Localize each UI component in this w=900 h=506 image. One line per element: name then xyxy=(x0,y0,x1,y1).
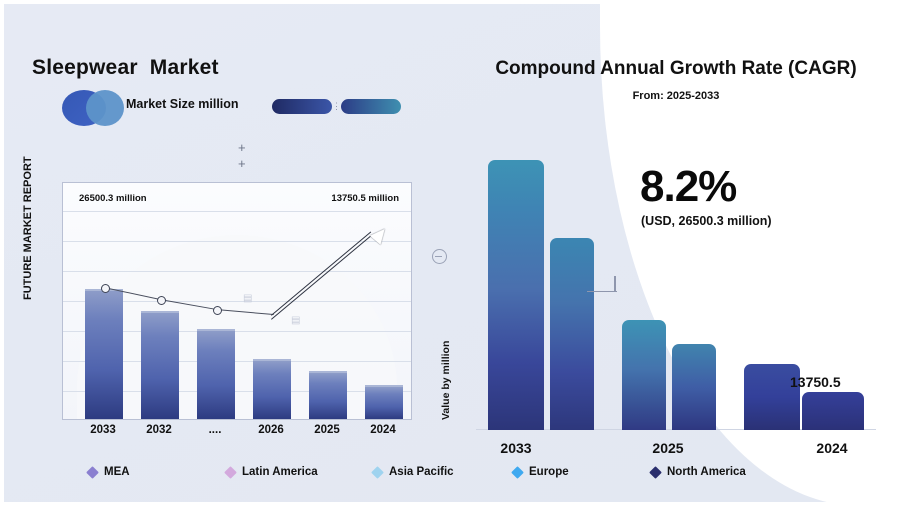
ghost-icon-1: ▤ xyxy=(243,293,253,304)
cagr-value: 8.2% xyxy=(640,162,737,211)
callout-value: 13750.5 xyxy=(790,374,841,390)
legend-label: Europe xyxy=(529,466,569,478)
plus-icon-2: + xyxy=(238,156,246,171)
pill-right xyxy=(341,99,401,115)
plus-icon-1: + xyxy=(238,140,246,155)
legend-marker-icon xyxy=(224,465,237,479)
xtick-2025: 2025 xyxy=(314,424,340,436)
legend-marker-icon xyxy=(511,465,524,479)
left-value-label: 26500.3 million xyxy=(79,193,147,204)
legend-item-north-america[interactable]: North America xyxy=(649,465,746,479)
pill-left xyxy=(272,99,332,115)
legend-label: Asia Pacific xyxy=(389,466,454,478)
market-size-label: Market Size million xyxy=(126,97,239,111)
page-title: Sleepwear Market xyxy=(32,56,219,79)
cagr-subtitle: From: 2025-2033 xyxy=(632,90,720,102)
legend-item-europe[interactable]: Europe xyxy=(511,465,569,479)
xtick-2024: 2024 xyxy=(370,424,396,436)
legend: MEA Latin America Asia Pacific Europe No… xyxy=(60,464,850,486)
bar-2024-high xyxy=(744,364,800,430)
line-point-2 xyxy=(157,296,166,305)
legend-item-asia-pacific[interactable]: Asia Pacific xyxy=(371,465,454,479)
overlapping-circles-logo-icon xyxy=(62,90,124,126)
bar-2025-high xyxy=(622,320,666,430)
bar-2033 xyxy=(85,289,123,419)
left-chart-x-axis: 2033 2032 .... 2026 2025 2024 xyxy=(62,424,410,442)
cagr-value-note: (USD, 26500.3 million) xyxy=(641,214,772,228)
bar-2032 xyxy=(141,311,179,419)
left-chart-value-axis-label: Value by million xyxy=(440,340,452,420)
cagr-title: Compound Annual Growth Rate (CAGR) xyxy=(495,58,857,79)
xtick-r-2024: 2024 xyxy=(816,440,848,456)
legend-item-mea[interactable]: MEA xyxy=(86,465,130,479)
ghost-icon-2: ▤ xyxy=(291,315,301,326)
bar-2025-low xyxy=(672,344,716,430)
legend-marker-icon xyxy=(86,465,99,479)
xtick-r-2025: 2025 xyxy=(652,440,684,456)
line-point-3 xyxy=(213,306,222,315)
legend-marker-icon xyxy=(371,465,384,479)
left-y-axis-label: FUTURE MARKET REPORT xyxy=(22,156,34,300)
legend-item-latin-america[interactable]: Latin America xyxy=(224,465,318,479)
bar-dots xyxy=(197,329,235,419)
bar-2024-low xyxy=(802,392,864,430)
legend-label: MEA xyxy=(104,466,130,478)
line-point-1 xyxy=(101,284,110,293)
legend-marker-icon xyxy=(649,465,662,479)
bar-2026 xyxy=(253,359,291,419)
right-bar-chart: 2033 2025 2024 xyxy=(466,140,886,456)
pill-separator-icon: ⋮ xyxy=(332,101,341,112)
xtick-2026: 2026 xyxy=(258,424,284,436)
bracket-decoration xyxy=(587,276,645,292)
legend-label: North America xyxy=(667,466,746,478)
xtick-2032: 2032 xyxy=(146,424,172,436)
plus-marks-decoration: + + xyxy=(238,140,246,172)
xtick-r-2033: 2033 xyxy=(500,440,532,456)
bar-2025 xyxy=(309,371,347,419)
pill-decoration-group: ⋮ xyxy=(272,98,401,116)
bar-2024 xyxy=(365,385,403,419)
bar-2033-high xyxy=(488,160,544,430)
xtick-2033: 2033 xyxy=(90,424,116,436)
minus-circle-icon xyxy=(432,249,447,264)
bar-2033-low xyxy=(550,238,594,430)
left-bar-chart: 26500.3 million 13750.5 million ▤ ▤ xyxy=(62,182,412,420)
legend-label: Latin America xyxy=(242,466,318,478)
right-value-label: 13750.5 million xyxy=(331,193,399,204)
xtick-dots: .... xyxy=(208,424,222,436)
